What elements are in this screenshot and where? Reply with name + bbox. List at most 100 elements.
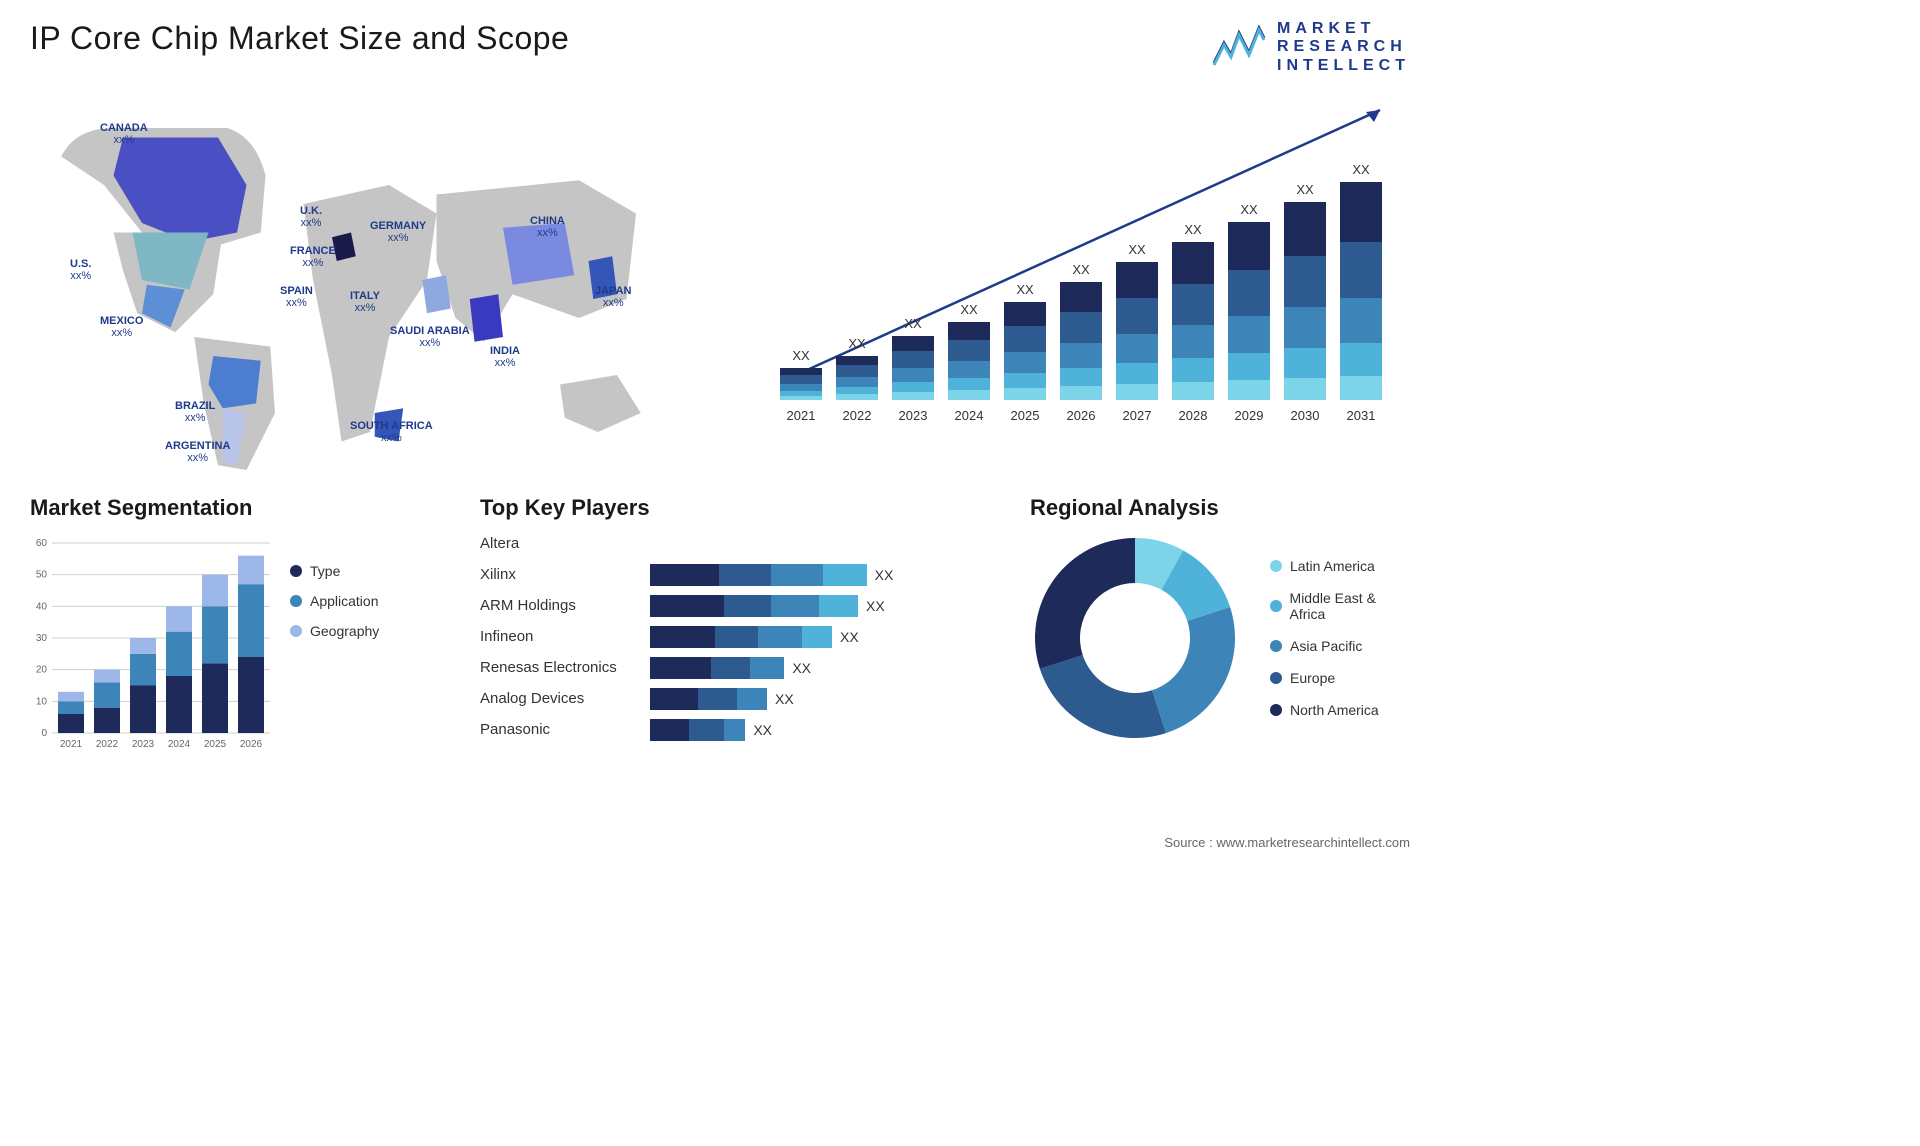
seg-bar-seg — [238, 657, 264, 733]
logo-text: MARKET RESEARCH INTELLECT — [1277, 20, 1410, 75]
map-label: CANADAxx% — [100, 122, 148, 146]
growth-year-label: 2026 — [1067, 408, 1096, 423]
seg-bar-seg — [166, 607, 192, 632]
growth-bar-seg — [948, 361, 990, 378]
regional-title: Regional Analysis — [1030, 495, 1410, 521]
growth-bar-label: XX — [1240, 202, 1258, 217]
seg-bar-seg — [130, 638, 156, 654]
page-title: IP Core Chip Market Size and Scope — [30, 20, 569, 57]
growth-bar-seg — [1284, 307, 1326, 348]
logo-line1: MARKET — [1277, 20, 1410, 38]
player-value: XX — [775, 691, 794, 707]
growth-year-label: 2029 — [1235, 408, 1264, 423]
player-bar-row: XX — [650, 564, 1000, 586]
seg-bar-seg — [58, 702, 84, 715]
player-bar-seg — [650, 657, 711, 679]
player-bar-seg — [802, 626, 832, 648]
growth-bar-seg — [780, 375, 822, 384]
map-label: INDIAxx% — [490, 345, 520, 369]
growth-bar-seg — [780, 391, 822, 396]
growth-bar-seg — [1172, 382, 1214, 400]
player-bar-seg — [698, 688, 737, 710]
map-region — [114, 138, 247, 243]
regional-legend-item: Europe — [1270, 670, 1410, 686]
logo-line3: INTELLECT — [1277, 57, 1410, 75]
growth-bar-label: XX — [792, 348, 810, 363]
svg-text:0: 0 — [41, 728, 47, 739]
player-name: Renesas Electronics — [480, 657, 650, 679]
svg-text:2025: 2025 — [204, 739, 227, 750]
seg-bar-seg — [202, 575, 228, 607]
growth-bar-seg — [1004, 326, 1046, 352]
map-label: ITALYxx% — [350, 290, 380, 314]
donut-slice — [1035, 538, 1135, 669]
regional-legend-item: Middle East & Africa — [1270, 590, 1410, 622]
player-value: XX — [875, 567, 894, 583]
growth-bar-seg — [1284, 256, 1326, 307]
player-bar-row: XX — [650, 719, 1000, 741]
growth-chart: XX2021XX2022XX2023XX2024XX2025XX2026XX20… — [770, 90, 1410, 470]
svg-text:60: 60 — [36, 538, 48, 549]
player-bar-seg — [689, 719, 724, 741]
growth-bar-seg — [892, 382, 934, 392]
player-bar-seg — [750, 657, 785, 679]
map-label: SPAINxx% — [280, 285, 313, 309]
growth-bar-label: XX — [904, 316, 922, 331]
map-region — [422, 275, 451, 313]
growth-bar-label: XX — [1184, 222, 1202, 237]
seg-bar-seg — [94, 670, 120, 683]
player-value: XX — [753, 722, 772, 738]
growth-bar-seg — [1004, 302, 1046, 326]
segmentation-panel: Market Segmentation 01020304050602021202… — [30, 495, 450, 785]
growth-bar-seg — [1284, 348, 1326, 378]
growth-year-label: 2031 — [1347, 408, 1376, 423]
svg-text:20: 20 — [36, 665, 48, 676]
growth-bar-seg — [1340, 376, 1382, 400]
growth-bar-seg — [1172, 284, 1214, 325]
player-name: Xilinx — [480, 564, 650, 586]
growth-bar-seg — [948, 340, 990, 361]
growth-bar-seg — [836, 377, 878, 387]
growth-bar-seg — [836, 365, 878, 377]
growth-bar-label: XX — [1128, 242, 1146, 257]
seg-bar-seg — [238, 556, 264, 585]
seg-bar-seg — [94, 708, 120, 733]
player-bar-row: XX — [650, 595, 1000, 617]
map-label: SOUTH AFRICAxx% — [350, 420, 433, 444]
seg-bar-seg — [166, 632, 192, 676]
growth-year-label: 2028 — [1179, 408, 1208, 423]
growth-bar-seg — [948, 322, 990, 340]
growth-bar-seg — [892, 392, 934, 400]
seg-bar-seg — [58, 714, 84, 733]
player-bar-seg — [819, 595, 858, 617]
player-bar-seg — [719, 564, 771, 586]
player-bar-row: XX — [650, 657, 1000, 679]
growth-bar-seg — [836, 387, 878, 394]
player-bar-row — [650, 533, 1000, 555]
player-bar-row: XX — [650, 688, 1000, 710]
growth-bar-seg — [1340, 182, 1382, 242]
growth-bar-seg — [1116, 262, 1158, 298]
growth-bar-seg — [1060, 386, 1102, 400]
regional-panel: Regional Analysis Latin AmericaMiddle Ea… — [1030, 495, 1410, 785]
map-label: SAUDI ARABIAxx% — [390, 325, 470, 349]
growth-bar-label: XX — [1296, 182, 1314, 197]
player-bar-seg — [724, 719, 746, 741]
player-bar-seg — [650, 564, 719, 586]
growth-bar-seg — [1228, 270, 1270, 316]
svg-text:2021: 2021 — [60, 739, 83, 750]
growth-bar-seg — [1228, 316, 1270, 353]
regional-legend: Latin AmericaMiddle East & AfricaAsia Pa… — [1270, 558, 1410, 718]
player-name: Altera — [480, 533, 650, 555]
growth-bar-seg — [948, 378, 990, 390]
growth-bar-seg — [780, 396, 822, 400]
growth-bar-seg — [1340, 343, 1382, 376]
bottom-row: Market Segmentation 01020304050602021202… — [30, 495, 1410, 785]
donut-chart — [1030, 533, 1240, 743]
growth-bar-label: XX — [1016, 282, 1034, 297]
top-row: CANADAxx%U.S.xx%MEXICOxx%BRAZILxx%ARGENT… — [30, 90, 1410, 470]
regional-legend-item: Asia Pacific — [1270, 638, 1410, 654]
map-label: U.K.xx% — [300, 205, 322, 229]
growth-bar-seg — [948, 390, 990, 400]
map-label: U.S.xx% — [70, 258, 91, 282]
